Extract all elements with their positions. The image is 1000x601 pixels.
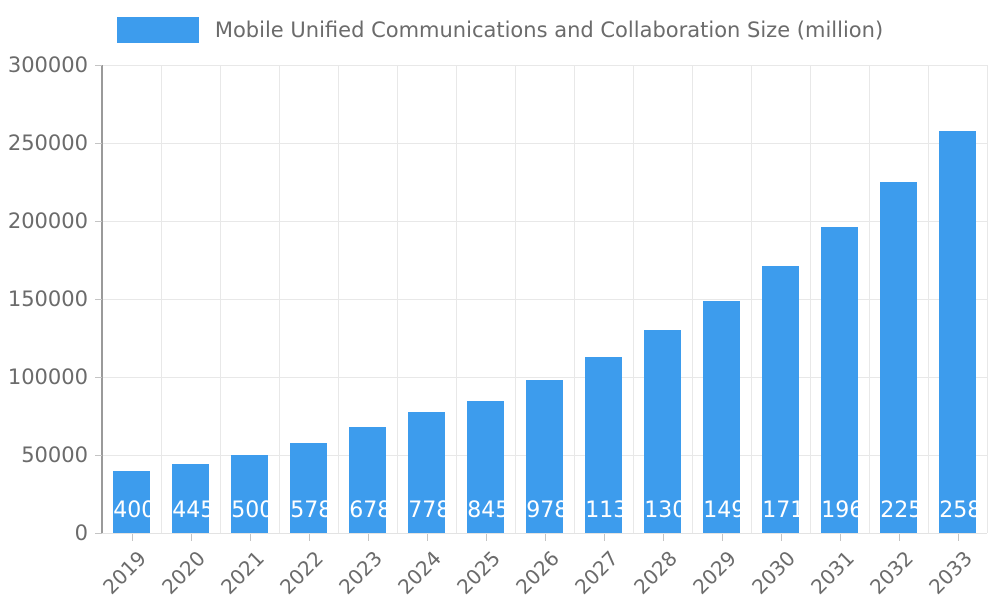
gridline-vertical [338, 65, 339, 533]
bar-2022[interactable] [290, 442, 327, 533]
x-tick-mark [899, 534, 900, 541]
x-tick-mark [309, 534, 310, 541]
x-tick-mark [191, 534, 192, 541]
gridline-vertical [397, 65, 398, 533]
gridline-vertical [692, 65, 693, 533]
x-tick-mark [604, 534, 605, 541]
x-tick-label-2024: 2024 [392, 546, 446, 599]
y-tick-label: 200000 [7, 209, 88, 233]
gridline-horizontal [102, 299, 987, 300]
bar-2019[interactable] [113, 470, 150, 533]
x-tick-label-2026: 2026 [510, 546, 564, 599]
gridline-horizontal [102, 377, 987, 378]
bar-2030[interactable] [762, 266, 799, 533]
bar-2029[interactable] [703, 300, 740, 533]
bar-2024[interactable] [408, 411, 445, 533]
bar-2026[interactable] [526, 380, 563, 533]
gridline-horizontal [102, 65, 987, 66]
bar-2031[interactable] [821, 227, 858, 533]
gridline-vertical [279, 65, 280, 533]
plot-area: 4000044500500005780067800778008450097800… [102, 65, 988, 534]
bar-2020[interactable] [172, 463, 209, 533]
y-axis-spine [101, 65, 103, 534]
x-tick-mark [958, 534, 959, 541]
bar-2032[interactable] [880, 182, 917, 533]
bar-2033[interactable] [939, 130, 976, 533]
x-tick-mark [840, 534, 841, 541]
x-tick-label-2025: 2025 [451, 546, 505, 599]
x-tick-mark [781, 534, 782, 541]
x-tick-label-2032: 2032 [864, 546, 918, 599]
y-tick-label: 150000 [7, 287, 88, 311]
gridline-vertical [928, 65, 929, 533]
x-tick-label-2022: 2022 [274, 546, 328, 599]
bar-2023[interactable] [349, 427, 386, 533]
gridline-vertical [161, 65, 162, 533]
x-tick-label-2023: 2023 [333, 546, 387, 599]
x-tick-label-2028: 2028 [628, 546, 682, 599]
x-tick-mark [427, 534, 428, 541]
gridline-horizontal [102, 143, 987, 144]
x-tick-label-2030: 2030 [746, 546, 800, 599]
x-tick-label-2033: 2033 [923, 546, 977, 599]
x-tick-label-2027: 2027 [569, 546, 623, 599]
x-tick-label-2021: 2021 [215, 546, 269, 599]
x-tick-mark [132, 534, 133, 541]
gridline-vertical [751, 65, 752, 533]
x-tick-label-2029: 2029 [687, 546, 741, 599]
x-tick-mark [722, 534, 723, 541]
gridline-horizontal [102, 221, 987, 222]
bar-2025[interactable] [467, 401, 504, 533]
x-tick-mark [663, 534, 664, 541]
legend-swatch-series-1 [116, 17, 199, 43]
x-tick-mark [250, 534, 251, 541]
gridline-vertical [810, 65, 811, 533]
gridline-vertical [633, 65, 634, 533]
x-tick-mark [486, 534, 487, 541]
chart-legend: Mobile Unified Communications and Collab… [0, 12, 1000, 48]
x-tick-mark [545, 534, 546, 541]
y-tick-label: 100000 [7, 365, 88, 389]
gridline-vertical [220, 65, 221, 533]
gridline-vertical [574, 65, 575, 533]
y-tick-label: 0 [74, 521, 88, 545]
bar-2027[interactable] [585, 356, 622, 533]
bar-2028[interactable] [644, 330, 681, 533]
x-tick-label-2019: 2019 [97, 546, 151, 599]
bar-2021[interactable] [231, 455, 268, 533]
gridline-vertical [869, 65, 870, 533]
x-tick-label-2020: 2020 [156, 546, 210, 599]
x-tick-mark [368, 534, 369, 541]
x-axis-baseline [102, 533, 987, 534]
x-tick-label-2031: 2031 [805, 546, 859, 599]
y-tick-label: 250000 [7, 131, 88, 155]
y-tick-label: 300000 [7, 53, 88, 77]
gridline-vertical [456, 65, 457, 533]
legend-label-series-1: Mobile Unified Communications and Collab… [214, 18, 884, 42]
gridline-vertical [987, 65, 988, 533]
y-tick-label: 50000 [21, 443, 88, 467]
gridline-vertical [515, 65, 516, 533]
